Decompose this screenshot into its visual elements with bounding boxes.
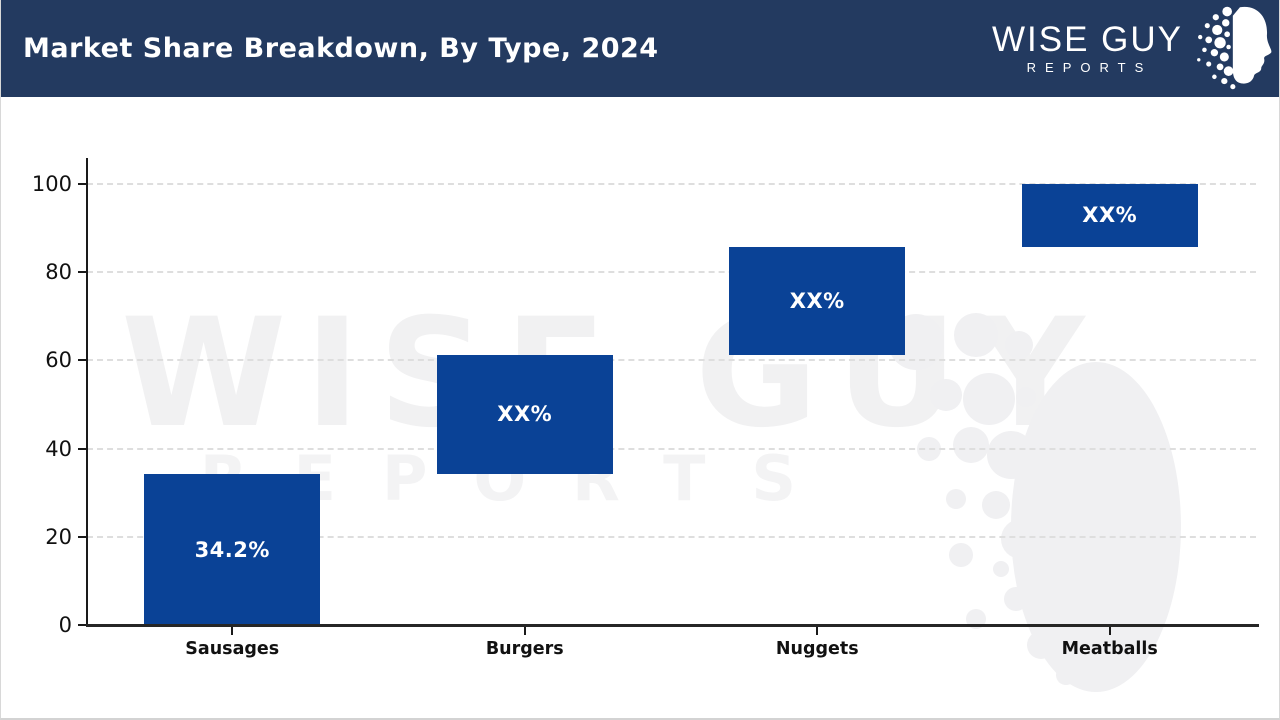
x-category-label-sausages: Sausages	[185, 639, 280, 659]
header-bar: Market Share Breakdown, By Type, 2024 WI…	[1, 0, 1279, 97]
logo-line2: REPORTS	[1026, 60, 1153, 75]
x-axis-spine	[86, 624, 1259, 627]
x-tick-mark-nuggets	[816, 627, 819, 635]
x-category-label-nuggets: Nuggets	[775, 639, 859, 659]
x-tick-mark-meatballs	[1108, 627, 1111, 635]
y-tick-mark-20	[78, 535, 86, 538]
bar-value-label: XX%	[1082, 203, 1138, 228]
y-tick-label-20: 20	[45, 524, 72, 549]
wise-guy-reports-logo: WISE GUY REPORTS	[992, 3, 1273, 95]
gridline-y-80	[87, 271, 1256, 274]
y-tick-label-80: 80	[45, 260, 72, 285]
watermark: WISE GUY REPORTS	[1, 97, 1279, 697]
bar-burgers: XX%	[436, 354, 613, 475]
x-category-label-burgers: Burgers	[485, 639, 564, 659]
bar-sausages: 34.2%	[144, 474, 321, 625]
logo-wordmark: WISE GUY REPORTS	[991, 20, 1183, 76]
y-tick-label-40: 40	[45, 436, 72, 461]
y-tick-mark-60	[78, 359, 86, 362]
logo-line1: WISE GUY	[991, 20, 1183, 59]
gridline-y-20	[87, 535, 1256, 538]
bar-meatballs: XX%	[1021, 184, 1198, 247]
bar-value-label: XX%	[497, 402, 553, 427]
page-title: Market Share Breakdown, By Type, 2024	[23, 33, 659, 64]
y-tick-mark-40	[78, 447, 86, 450]
y-tick-label-100: 100	[31, 172, 72, 196]
y-tick-label-0: 0	[58, 613, 72, 637]
y-tick-mark-0	[78, 624, 86, 626]
bar-nuggets: XX%	[729, 246, 906, 355]
head-profile-icon	[1187, 3, 1273, 95]
watermark-head-dots-icon	[861, 217, 1201, 701]
y-tick-label-60: 60	[45, 348, 72, 373]
y-tick-mark-100	[78, 183, 86, 185]
gridline-y-40	[87, 447, 1256, 450]
bar-value-label: 34.2%	[194, 537, 270, 562]
gridline-y-100	[87, 183, 1256, 185]
x-tick-mark-sausages	[231, 627, 234, 635]
x-tick-mark-burgers	[523, 627, 526, 635]
y-axis-spine	[86, 158, 88, 625]
x-category-label-meatballs: Meatballs	[1061, 639, 1158, 659]
y-tick-mark-80	[78, 271, 86, 274]
gridline-y-60	[87, 359, 1256, 362]
bar-value-label: XX%	[789, 288, 845, 313]
